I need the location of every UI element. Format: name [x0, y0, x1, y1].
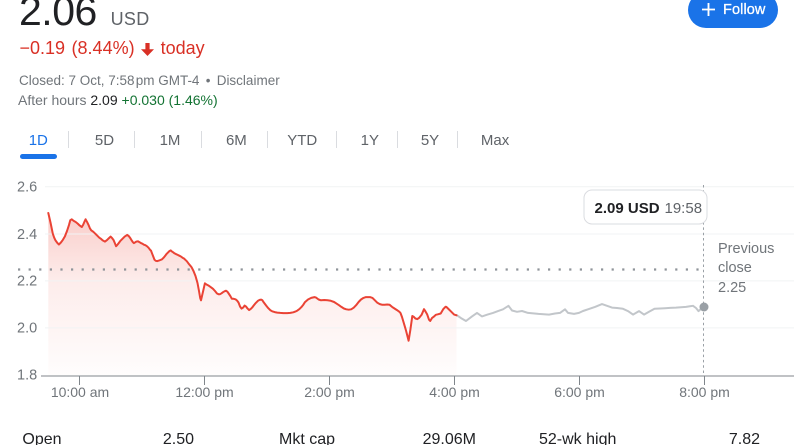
svg-text:4:00 pm: 4:00 pm — [429, 384, 480, 400]
svg-text:2:00 pm: 2:00 pm — [304, 384, 355, 400]
svg-text:8:00 pm: 8:00 pm — [679, 384, 730, 400]
svg-text:2.6: 2.6 — [17, 180, 37, 196]
svg-text:2.0: 2.0 — [17, 321, 37, 337]
svg-text:12:00 pm: 12:00 pm — [175, 384, 233, 400]
svg-text:2.09 USD: 2.09 USD — [595, 200, 660, 217]
svg-text:6:00 pm: 6:00 pm — [554, 384, 605, 400]
svg-text:19:58: 19:58 — [665, 200, 703, 217]
svg-text:1.8: 1.8 — [17, 368, 37, 384]
svg-text:10:00 am: 10:00 am — [51, 384, 109, 400]
svg-text:2.4: 2.4 — [17, 227, 37, 243]
svg-text:2.2: 2.2 — [17, 274, 37, 290]
